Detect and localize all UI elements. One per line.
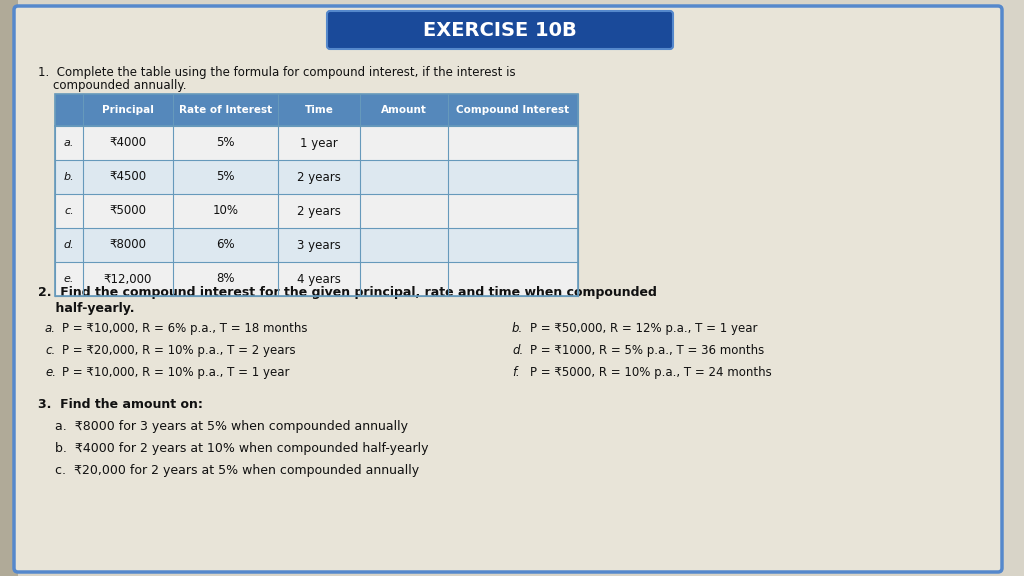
Bar: [55, 228, 578, 262]
Text: b.: b.: [63, 172, 75, 182]
Text: 2 years: 2 years: [297, 170, 341, 184]
Text: 2.  Find the compound interest for the given principal, rate and time when compo: 2. Find the compound interest for the gi…: [38, 286, 656, 299]
Text: e.: e.: [45, 366, 56, 379]
Text: c.: c.: [65, 206, 74, 216]
Text: ₹8000: ₹8000: [110, 238, 146, 252]
Text: P = ₹20,000, R = 10% p.a., T = 2 years: P = ₹20,000, R = 10% p.a., T = 2 years: [62, 344, 296, 357]
Text: c.  ₹20,000 for 2 years at 5% when compounded annually: c. ₹20,000 for 2 years at 5% when compou…: [55, 464, 419, 477]
Bar: [55, 94, 578, 296]
Text: 3.  Find the amount on:: 3. Find the amount on:: [38, 398, 203, 411]
Text: e.: e.: [63, 274, 74, 284]
Text: a.  ₹8000 for 3 years at 5% when compounded annually: a. ₹8000 for 3 years at 5% when compound…: [55, 420, 408, 433]
Text: P = ₹10,000, R = 10% p.a., T = 1 year: P = ₹10,000, R = 10% p.a., T = 1 year: [62, 366, 290, 379]
Text: Amount: Amount: [381, 105, 427, 115]
Bar: [55, 94, 578, 126]
Text: 10%: 10%: [213, 204, 239, 218]
Bar: [55, 160, 578, 194]
Text: 1.  Complete the table using the formula for compound interest, if the interest : 1. Complete the table using the formula …: [38, 66, 516, 79]
Bar: [55, 194, 578, 228]
Bar: [0, 0, 18, 576]
Text: P = ₹1000, R = 5% p.a., T = 36 months: P = ₹1000, R = 5% p.a., T = 36 months: [530, 344, 764, 357]
Text: 6%: 6%: [216, 238, 234, 252]
Text: compounded annually.: compounded annually.: [38, 79, 186, 92]
Text: 2 years: 2 years: [297, 204, 341, 218]
Text: a.: a.: [63, 138, 74, 148]
Text: Rate of Interest: Rate of Interest: [179, 105, 272, 115]
Text: half-yearly.: half-yearly.: [38, 302, 134, 315]
Text: 3 years: 3 years: [297, 238, 341, 252]
FancyBboxPatch shape: [14, 6, 1002, 572]
Text: b.: b.: [512, 322, 523, 335]
Text: P = ₹50,000, R = 12% p.a., T = 1 year: P = ₹50,000, R = 12% p.a., T = 1 year: [530, 322, 758, 335]
Text: EXERCISE 10B: EXERCISE 10B: [423, 21, 577, 40]
Text: d.: d.: [63, 240, 75, 250]
Text: 4 years: 4 years: [297, 272, 341, 286]
Text: c.: c.: [45, 344, 55, 357]
FancyBboxPatch shape: [327, 11, 673, 49]
Text: 5%: 5%: [216, 170, 234, 184]
Text: P = ₹5000, R = 10% p.a., T = 24 months: P = ₹5000, R = 10% p.a., T = 24 months: [530, 366, 772, 379]
Text: a.: a.: [45, 322, 56, 335]
Text: 5%: 5%: [216, 137, 234, 150]
Text: Time: Time: [304, 105, 334, 115]
Text: d.: d.: [512, 344, 523, 357]
Text: ₹4500: ₹4500: [110, 170, 146, 184]
Bar: [55, 262, 578, 296]
Text: ₹12,000: ₹12,000: [103, 272, 153, 286]
Text: b.  ₹4000 for 2 years at 10% when compounded half-yearly: b. ₹4000 for 2 years at 10% when compoun…: [55, 442, 428, 455]
Text: ₹4000: ₹4000: [110, 137, 146, 150]
Text: P = ₹10,000, R = 6% p.a., T = 18 months: P = ₹10,000, R = 6% p.a., T = 18 months: [62, 322, 307, 335]
Text: ₹5000: ₹5000: [110, 204, 146, 218]
Text: Compound Interest: Compound Interest: [457, 105, 569, 115]
Text: 1 year: 1 year: [300, 137, 338, 150]
Bar: [55, 126, 578, 160]
Text: Principal: Principal: [102, 105, 154, 115]
Text: 8%: 8%: [216, 272, 234, 286]
Text: f.: f.: [512, 366, 519, 379]
